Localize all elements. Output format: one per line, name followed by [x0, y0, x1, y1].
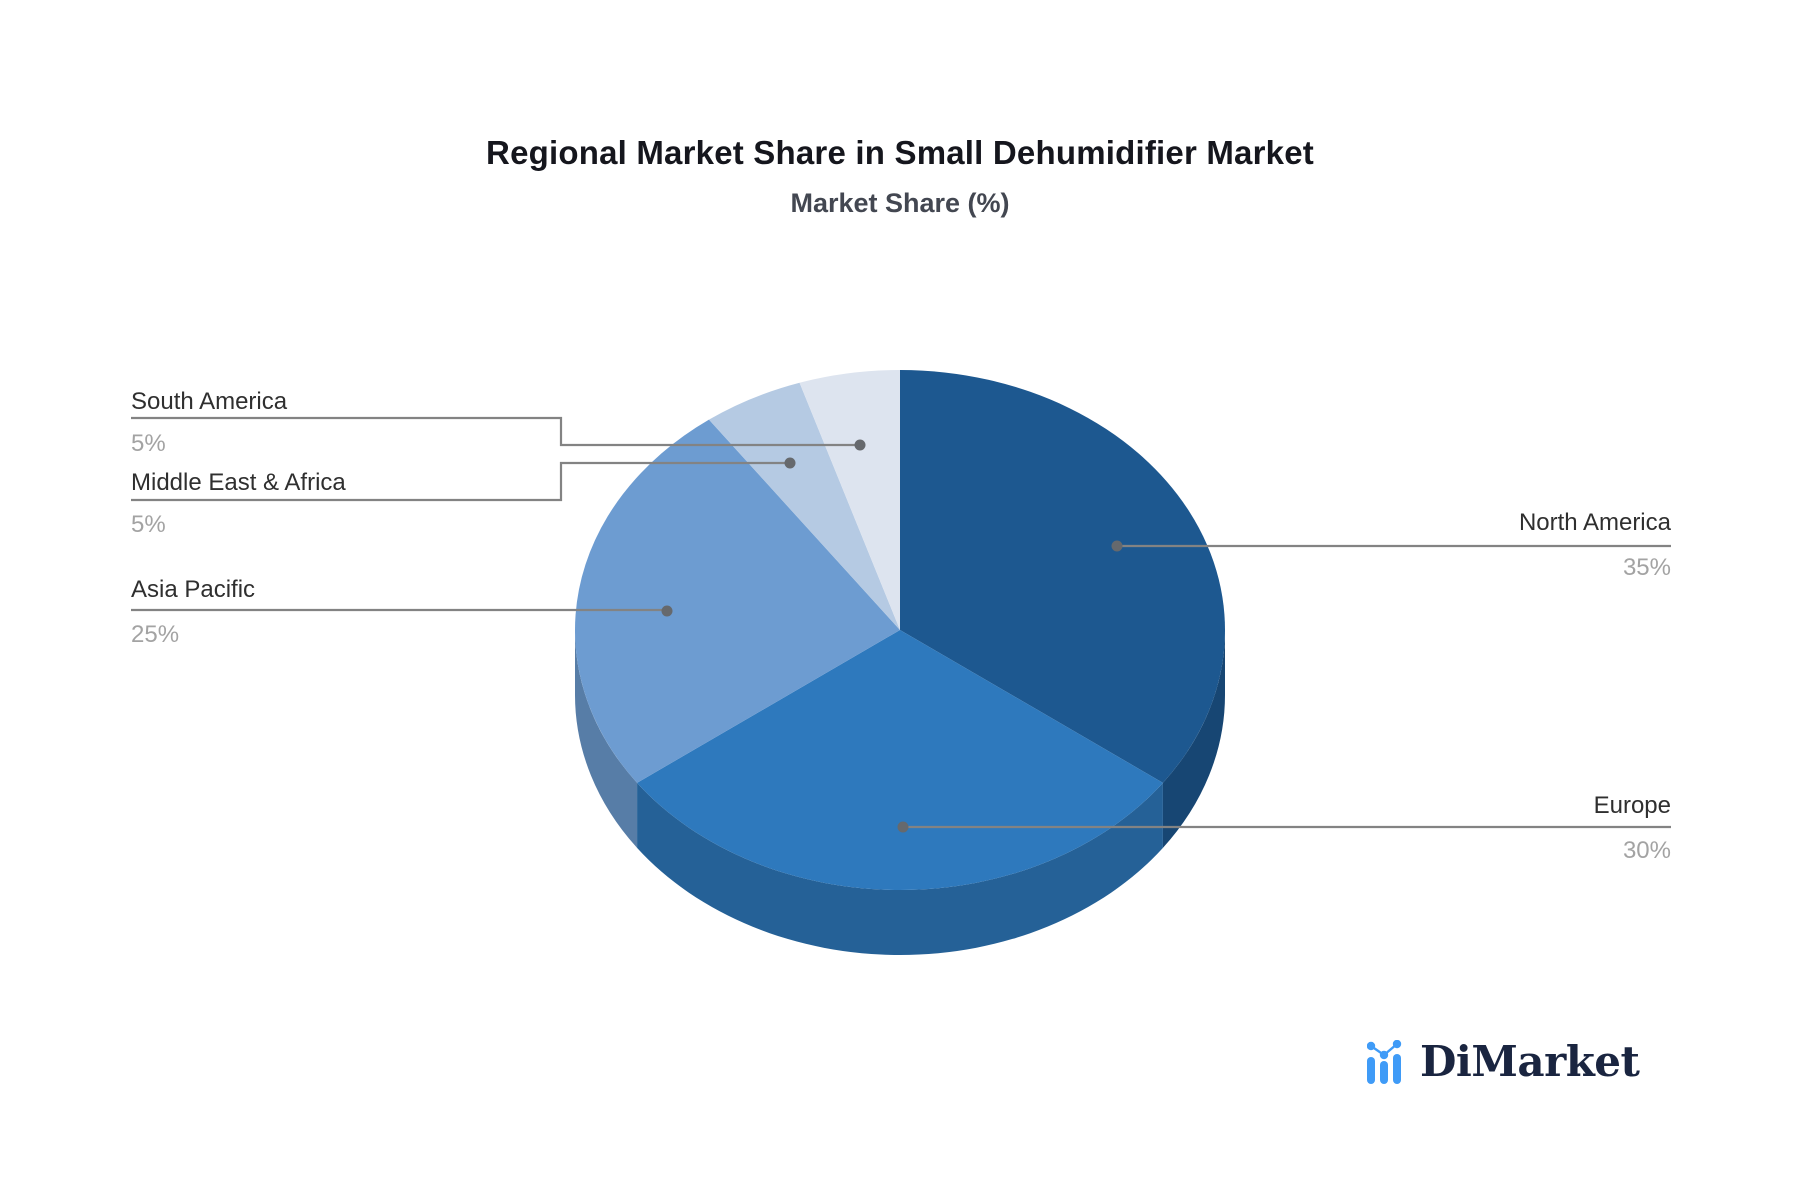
- pie-3d-walls: [575, 630, 1225, 956]
- slice-percent-south-america: 5%: [131, 430, 166, 457]
- leader-dot-south-america[interactable]: [854, 439, 866, 451]
- leader-lines: [131, 416, 1671, 833]
- pie-slice-north-america[interactable]: [900, 370, 1225, 783]
- bar-line-chart-icon: [1367, 1040, 1402, 1084]
- slice-label-europe: Europe: [1593, 792, 1671, 819]
- slice-label-asia-pacific: Asia Pacific: [131, 576, 256, 603]
- slice-percent-middle-east-africa: 5%: [131, 511, 166, 538]
- brand-watermark[interactable]: DiMarket: [1367, 1037, 1640, 1086]
- leader-dot-asia-pacific[interactable]: [661, 605, 673, 617]
- slice-percent-asia-pacific: 25%: [131, 621, 180, 648]
- slice-label-north-america: North America: [1518, 509, 1671, 536]
- pie-wall-europe: [637, 782, 1163, 956]
- slice-label-south-america: South America: [131, 388, 288, 415]
- slice-percent-north-america: 35%: [1622, 554, 1671, 581]
- pie-wall-north-america: [1162, 630, 1225, 848]
- brand-logo-text: DiMarket: [1420, 1037, 1640, 1086]
- pie-slice-europe[interactable]: [637, 630, 1163, 890]
- pie-slice-asia-pacific[interactable]: [575, 419, 900, 783]
- leader-line-south-america: [131, 416, 855, 447]
- pie-wall-asia-pacific: [575, 630, 638, 848]
- chart-subtitle: Market Share (%): [790, 188, 1010, 218]
- leader-line-middle-east-africa: [131, 461, 785, 502]
- leader-dot-middle-east-africa[interactable]: [784, 457, 796, 469]
- pie-slices: [575, 370, 1225, 890]
- chart-title: Regional Market Share in Small Dehumidif…: [486, 134, 1314, 171]
- leader-dot-europe[interactable]: [897, 821, 909, 833]
- slice-label-middle-east-africa: Middle East & Africa: [131, 469, 346, 496]
- slice-percent-europe: 30%: [1622, 837, 1671, 864]
- pie-slice-south-america[interactable]: [799, 370, 900, 630]
- leader-dot-north-america[interactable]: [1111, 540, 1123, 552]
